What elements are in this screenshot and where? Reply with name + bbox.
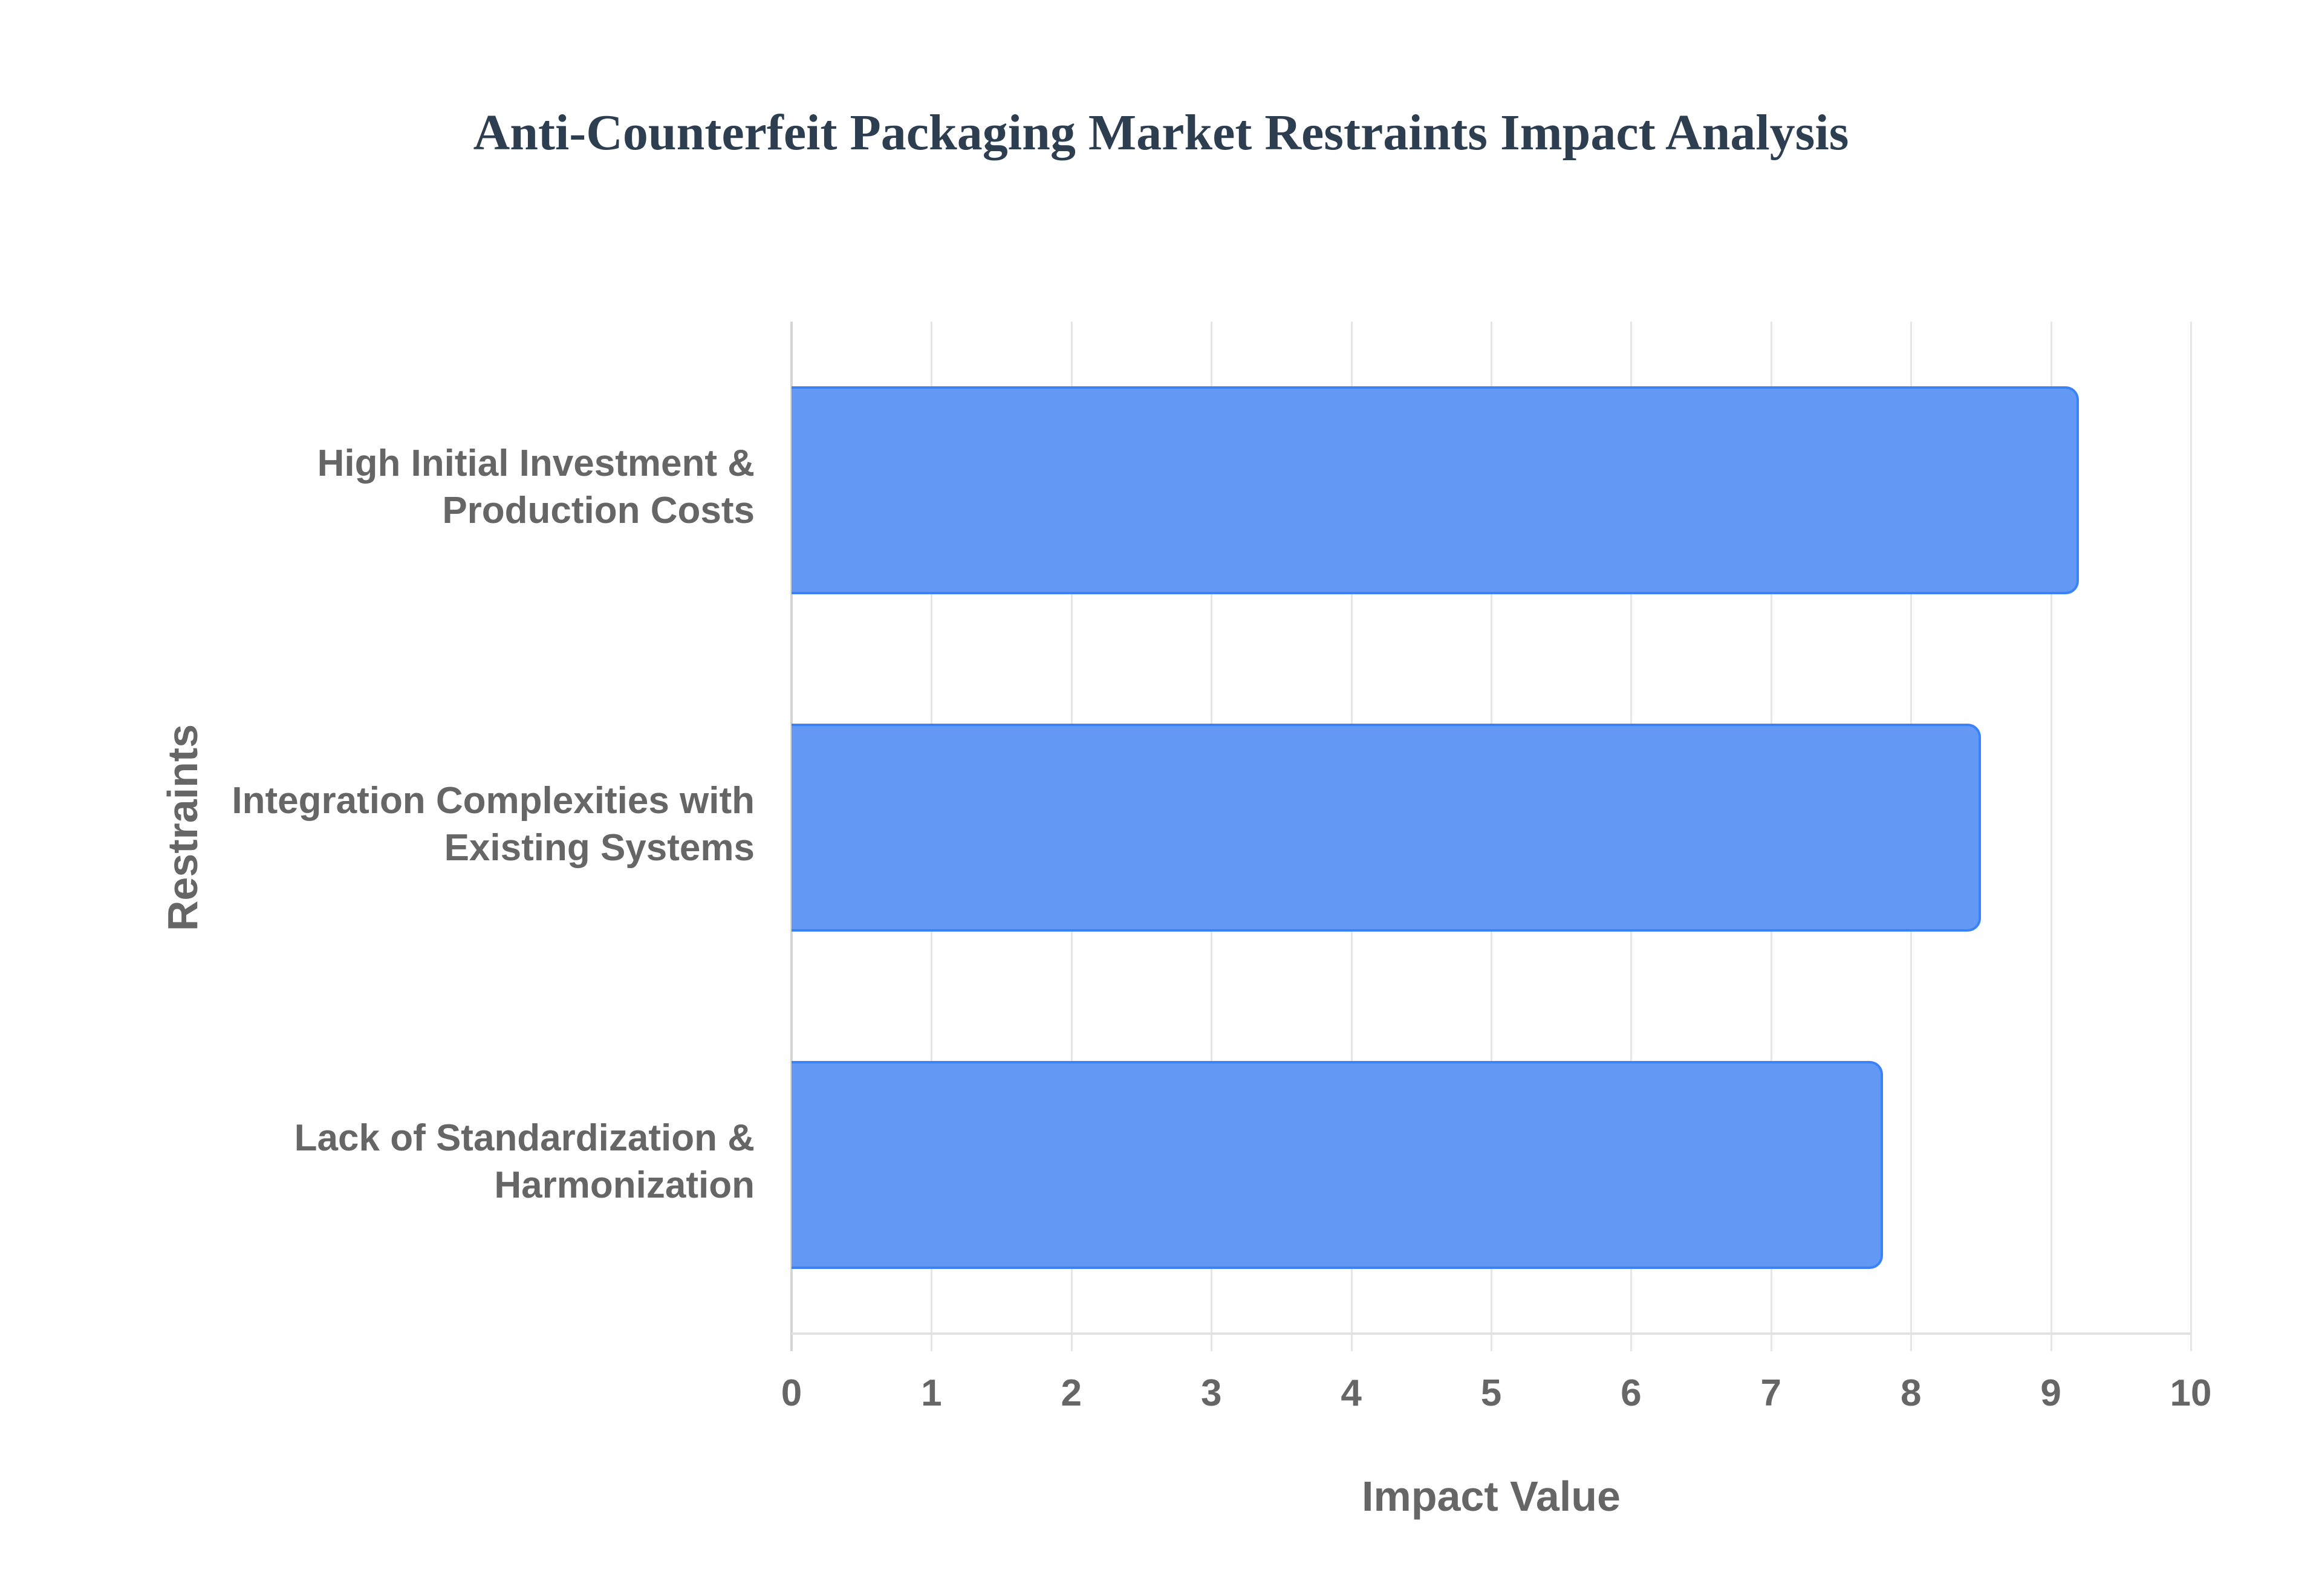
x-axis-title: Impact Value xyxy=(1362,1473,1621,1520)
y-tick-label-line: Production Costs xyxy=(442,490,755,531)
x-tick-label: 1 xyxy=(921,1372,942,1414)
y-tick-label: Integration Complexities with Existing Sy… xyxy=(210,777,755,872)
x-axis-line xyxy=(792,1332,2191,1335)
x-tick-label: 3 xyxy=(1200,1372,1222,1414)
bar[interactable] xyxy=(792,724,1981,932)
x-tick-label: 10 xyxy=(2170,1372,2212,1414)
x-tick-label: 2 xyxy=(1061,1372,1082,1414)
y-tick-label-line: High Initial Investment & xyxy=(317,443,755,484)
gridline xyxy=(2050,322,2052,1351)
x-tick-label: 6 xyxy=(1621,1372,1642,1414)
plot-area xyxy=(790,322,2192,1351)
chart-title: Anti-Counterfeit Packaging Market Restra… xyxy=(473,105,1849,161)
y-tick-label-line: Lack of Standardization & xyxy=(294,1117,755,1159)
bar[interactable] xyxy=(792,1061,1883,1269)
x-tick-label: 8 xyxy=(1900,1372,1922,1414)
y-axis-title: Restraints xyxy=(159,724,206,932)
x-tick-label: 0 xyxy=(781,1372,802,1414)
y-tick-label: High Initial Investment & Production Cost… xyxy=(210,440,755,534)
bar[interactable] xyxy=(792,386,2079,594)
y-tick-label-line: Existing Systems xyxy=(444,827,755,869)
x-tick-label: 7 xyxy=(1760,1372,1782,1414)
x-tick-label: 9 xyxy=(2040,1372,2061,1414)
gridline xyxy=(2190,322,2192,1351)
y-tick-label-line: Integration Complexities with xyxy=(232,780,755,822)
x-tick-label: 5 xyxy=(1480,1372,1502,1414)
y-tick-label: Lack of Standardization & Harmonization xyxy=(210,1115,755,1209)
x-tick-label: 4 xyxy=(1341,1372,1362,1414)
y-tick-label-line: Harmonization xyxy=(494,1164,755,1206)
